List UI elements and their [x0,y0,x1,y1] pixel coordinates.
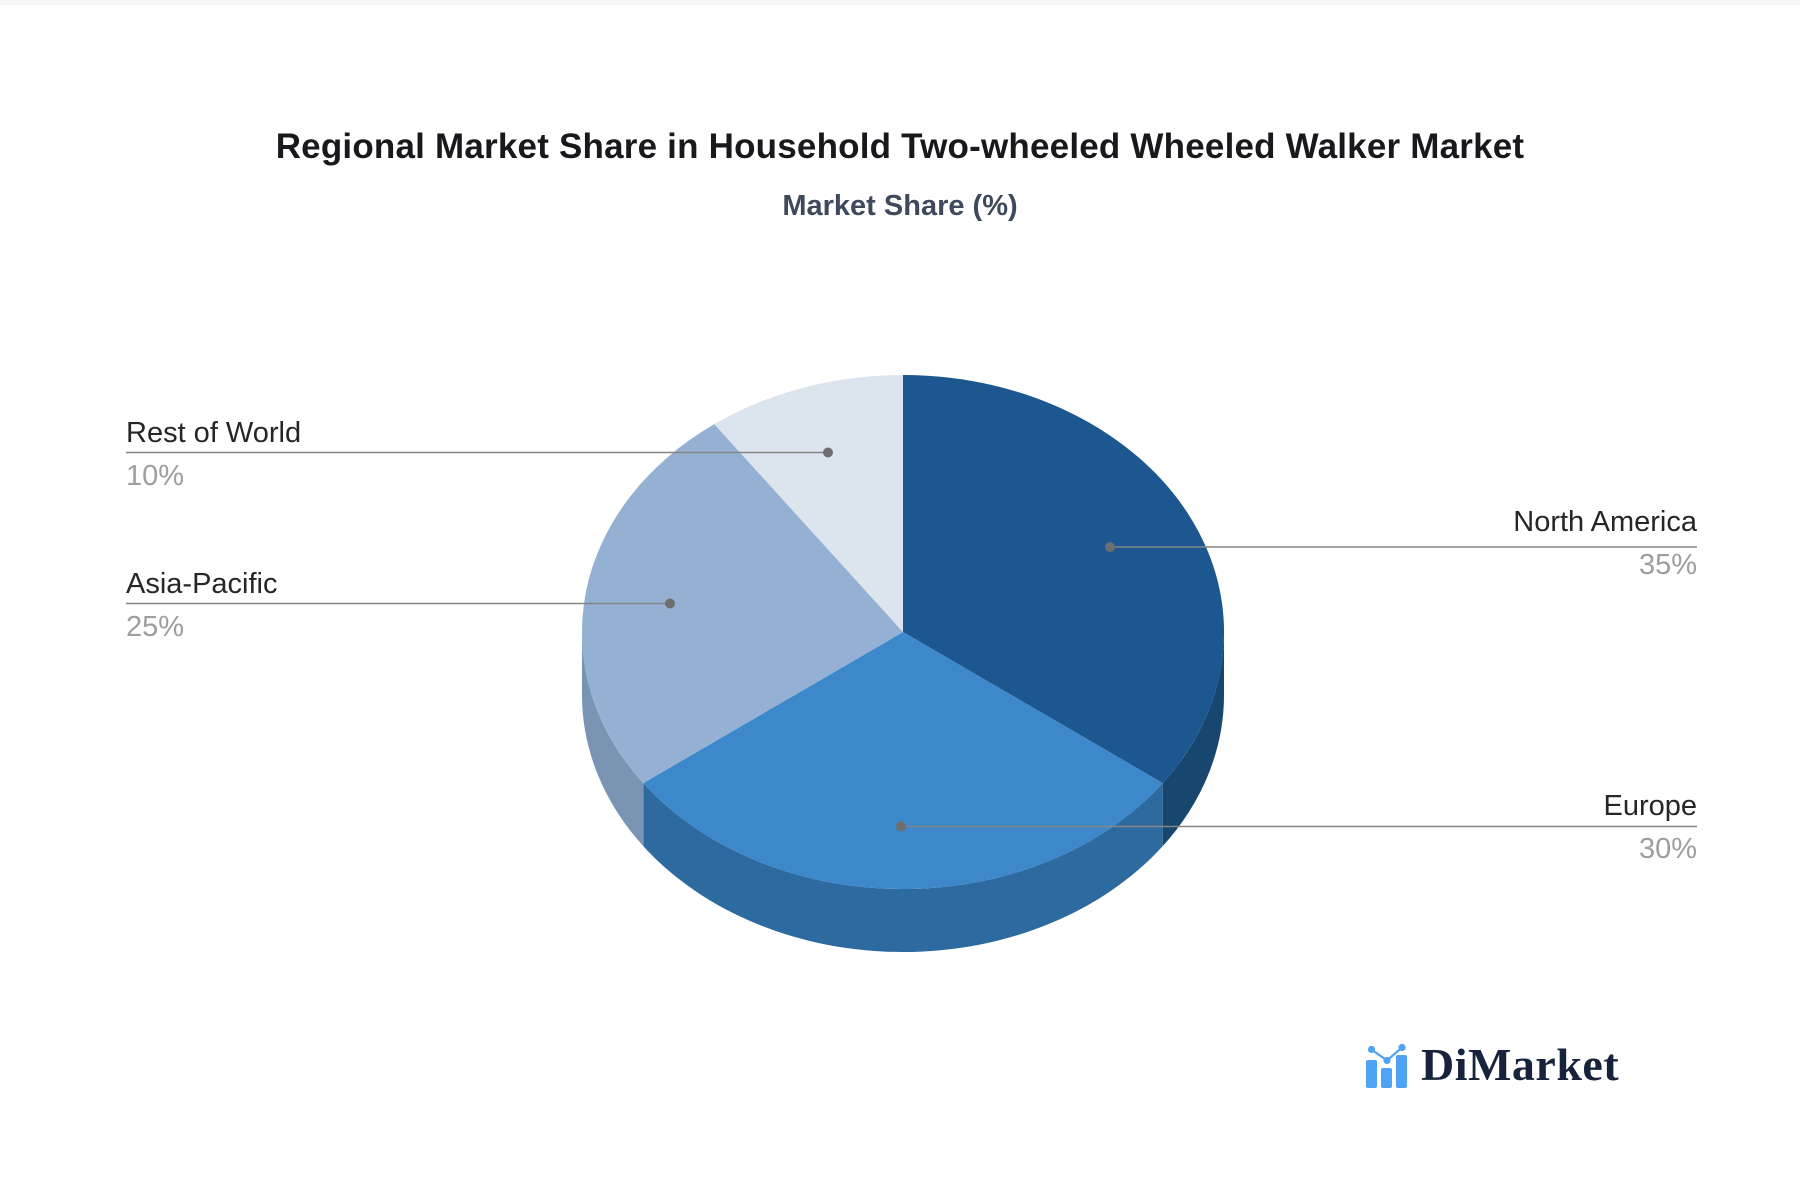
top-strip [0,0,1800,5]
leader-dot-asia-pacific [665,598,675,609]
chart-subtitle: Market Share (%) [782,190,1018,222]
callout-north-america: North America 35% [1137,505,1697,582]
dimarket-logo: DiMarket [1364,1041,1619,1088]
callout-label: Rest of World [126,417,302,449]
pie-slice-rest-of-world[interactable] [714,375,903,632]
leader-dot-north-america [1105,542,1115,552]
pie-slice-side-asia-pacific [582,632,644,847]
callout-label: North America [1513,506,1697,538]
pie-slice-side-north-america [1162,632,1224,847]
pie-slice-asia-pacific[interactable] [581,424,903,784]
pie-slices[interactable] [581,374,1225,890]
callout-label: Europe [1603,790,1697,822]
callout-value: 35% [1638,549,1697,581]
callout-label: Asia-Pacific [126,568,278,600]
callout-value: 30% [1638,833,1697,865]
callout-europe: Europe 30% [1137,789,1697,866]
pie-slice-side-europe [643,783,1163,953]
callout-rest-of-world: Rest of World 10% [126,416,686,493]
callout-value: 10% [126,460,185,492]
pie-slice-north-america[interactable] [903,374,1225,784]
logo-text: DiMarket [1421,1039,1620,1090]
bar-chart-sparkline-icon [1366,1043,1407,1088]
pie-3d-sides [582,632,1224,953]
leader-dot-europe [896,821,906,832]
leader-dot-rest-of-world [823,447,833,458]
callout-value: 25% [126,611,185,643]
pie-slice-europe[interactable] [643,632,1163,890]
chart-title: Regional Market Share in Household Two-w… [275,127,1525,166]
callout-asia-pacific: Asia-Pacific 25% [126,567,686,644]
